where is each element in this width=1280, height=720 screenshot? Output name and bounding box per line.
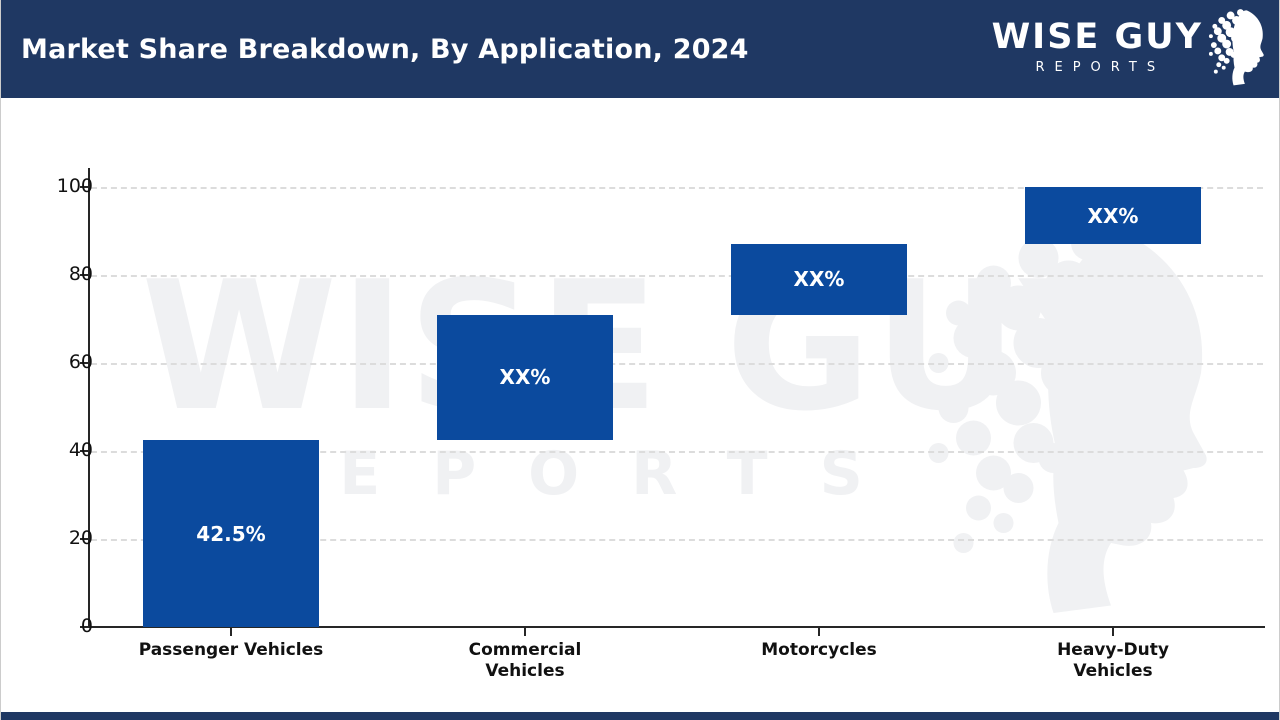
gridline-80 [91,275,1263,277]
gridline-40 [91,451,1263,453]
bar-value-label-motorcycles: XX% [793,267,845,292]
wiseguy-reports-text: REPORTS [1035,60,1166,75]
y-tick-20 [80,538,88,540]
category-label-motorcycles: Motorcycles [761,640,877,660]
wiseguy-wordmark: WISE GUY [991,17,1203,57]
y-tick-0 [80,626,88,628]
bar-value-label-passenger-vehicles: 42.5% [196,521,266,546]
category-label-heavy-duty-vehicles: Heavy-Duty Vehicles [1057,640,1169,682]
y-tick-80 [80,274,88,276]
bar-heavy-duty-vehicles: XX% [1025,187,1201,245]
header-bar: Market Share Breakdown, By Application, … [1,0,1279,98]
x-axis-line [81,626,1265,628]
y-tick-100 [80,186,88,188]
y-tick-label-20: 20 [68,527,93,549]
footer-bar [1,712,1279,720]
x-tick-heavy-duty-vehicles [1112,628,1114,636]
y-tick-label-60: 60 [68,351,93,373]
y-axis-line [88,168,90,628]
wiseguy-logo-text: WISE GUY REPORTS [991,17,1203,75]
gridline-20 [91,539,1263,541]
gridline-100 [91,187,1263,189]
y-tick-40 [80,450,88,452]
y-tick-60 [80,362,88,364]
y-tick-label-0: 0 [80,615,93,637]
bar-passenger-vehicles: 42.5% [143,440,319,627]
x-tick-passenger-vehicles [230,628,232,636]
bar-value-label-heavy-duty-vehicles: XX% [1087,203,1139,228]
y-tick-label-40: 40 [68,439,93,461]
bar-value-label-commercial-vehicles: XX% [499,365,551,390]
y-tick-label-100: 100 [56,175,93,197]
x-tick-commercial-vehicles [524,628,526,636]
x-tick-motorcycles [818,628,820,636]
bar-motorcycles: XX% [731,244,907,315]
y-tick-label-80: 80 [68,263,93,285]
bar-commercial-vehicles: XX% [437,314,613,440]
category-label-passenger-vehicles: Passenger Vehicles [138,640,324,660]
wiseguy-head-icon [1208,9,1264,86]
category-label-commercial-vehicles: Commercial Vehicles [468,640,582,682]
chart-title: Market Share Breakdown, By Application, … [21,34,749,65]
wiseguy-logo: WISE GUY REPORTS [992,4,1269,90]
gridline-60 [91,363,1263,365]
